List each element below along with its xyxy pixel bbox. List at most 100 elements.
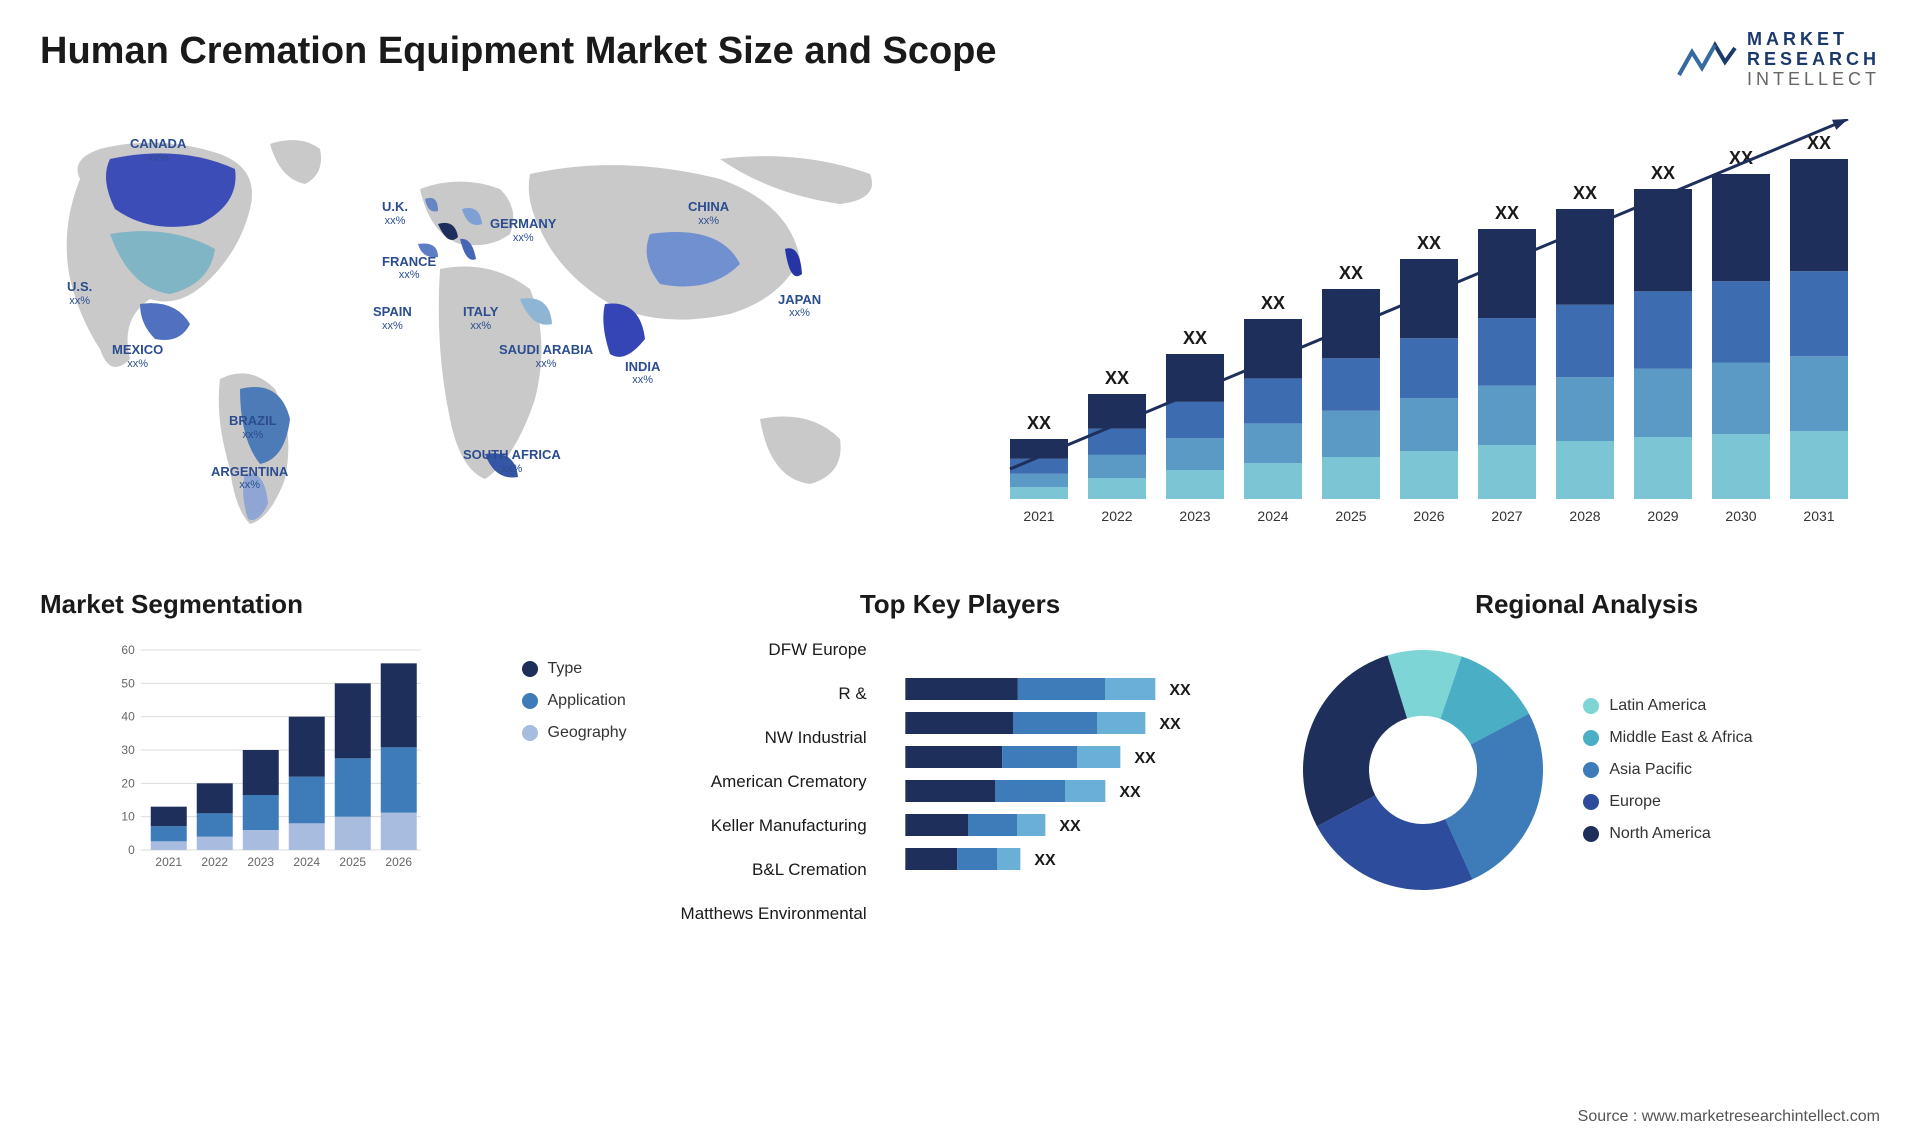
legend-dot — [522, 661, 538, 677]
world-map-panel: CANADAxx%U.S.xx%MEXICOxx%BRAZILxx%ARGENT… — [40, 119, 940, 539]
svg-text:2022: 2022 — [1101, 508, 1132, 524]
legend-item: Asia Pacific — [1583, 761, 1752, 779]
svg-text:XX: XX — [1339, 263, 1363, 283]
svg-text:XX: XX — [1134, 750, 1156, 767]
segmentation-panel: Market Segmentation 0102030405060 202120… — [40, 589, 627, 938]
svg-text:XX: XX — [1573, 183, 1597, 203]
top-section: CANADAxx%U.S.xx%MEXICOxx%BRAZILxx%ARGENT… — [40, 119, 1880, 539]
svg-text:XX: XX — [1027, 413, 1051, 433]
svg-text:2025: 2025 — [339, 855, 366, 869]
svg-text:40: 40 — [121, 710, 135, 724]
svg-text:XX: XX — [1105, 368, 1129, 388]
svg-text:2024: 2024 — [1257, 508, 1288, 524]
players-title: Top Key Players — [667, 589, 1254, 620]
svg-text:2027: 2027 — [1491, 508, 1522, 524]
svg-text:XX: XX — [1059, 818, 1081, 835]
legend-label: Application — [548, 692, 626, 710]
legend-label: Geography — [548, 724, 627, 742]
svg-text:XX: XX — [1119, 784, 1141, 801]
header: Human Cremation Equipment Market Size an… — [40, 30, 1880, 89]
map-label-argentina: ARGENTINAxx% — [211, 464, 288, 493]
svg-text:2024: 2024 — [293, 855, 320, 869]
player-label: DFW Europe — [667, 640, 867, 674]
svg-text:2031: 2031 — [1803, 508, 1834, 524]
legend-item: Europe — [1583, 793, 1752, 811]
svg-text:30: 30 — [121, 743, 135, 757]
legend-label: Middle East & Africa — [1609, 729, 1752, 747]
svg-text:60: 60 — [121, 643, 135, 657]
svg-text:XX: XX — [1651, 163, 1675, 183]
legend-label: Type — [548, 660, 583, 678]
svg-text:2026: 2026 — [385, 855, 412, 869]
svg-text:XX: XX — [1159, 716, 1181, 733]
legend-dot — [1583, 794, 1599, 810]
legend-dot — [1583, 730, 1599, 746]
source-attribution: Source : www.marketresearchintellect.com — [1578, 1108, 1880, 1126]
map-label-canada: CANADAxx% — [130, 136, 186, 165]
legend-dot — [522, 693, 538, 709]
legend-item: Latin America — [1583, 697, 1752, 715]
segmentation-chart: 0102030405060 202120222023202420252026 — [40, 640, 502, 880]
legend-item: Application — [522, 692, 627, 710]
svg-text:10: 10 — [121, 810, 135, 824]
legend-dot — [1583, 762, 1599, 778]
map-label-china: CHINAxx% — [688, 199, 729, 228]
player-label: NW Industrial — [667, 728, 867, 762]
legend-item: Middle East & Africa — [1583, 729, 1752, 747]
player-label: Matthews Environmental — [667, 904, 867, 938]
bottom-section: Market Segmentation 0102030405060 202120… — [40, 589, 1880, 938]
logo-text: MARKET RESEARCH INTELLECT — [1747, 30, 1880, 89]
svg-text:2025: 2025 — [1335, 508, 1366, 524]
players-chart: XXXXXXXXXXXX — [877, 640, 1254, 880]
map-label-saudiarabia: SAUDI ARABIAxx% — [499, 342, 593, 371]
logo-line1: MARKET — [1747, 30, 1880, 50]
segmentation-title: Market Segmentation — [40, 589, 627, 620]
legend-label: North America — [1609, 825, 1710, 843]
svg-text:50: 50 — [121, 677, 135, 691]
map-label-us: U.S.xx% — [67, 279, 92, 308]
player-label: R & — [667, 684, 867, 718]
svg-text:2030: 2030 — [1725, 508, 1756, 524]
logo-icon — [1677, 40, 1737, 80]
forecast-chart: XXXXXXXXXXXXXXXXXXXXXX 20212022202320242… — [980, 119, 1880, 539]
players-panel: Top Key Players DFW Europe R & NW Industri… — [667, 589, 1254, 938]
svg-text:XX: XX — [1034, 852, 1056, 869]
logo-line2: RESEARCH — [1747, 50, 1880, 70]
legend-label: Europe — [1609, 793, 1661, 811]
legend-label: Asia Pacific — [1609, 761, 1692, 779]
svg-text:XX: XX — [1495, 203, 1519, 223]
map-label-germany: GERMANYxx% — [490, 216, 556, 245]
logo-line3: INTELLECT — [1747, 70, 1880, 90]
svg-text:2023: 2023 — [247, 855, 274, 869]
regional-legend: Latin America Middle East & Africa Asia Pa… — [1583, 697, 1752, 843]
logo: MARKET RESEARCH INTELLECT — [1677, 30, 1880, 89]
page-title: Human Cremation Equipment Market Size an… — [40, 30, 997, 73]
player-label: American Crematory — [667, 772, 867, 806]
svg-text:XX: XX — [1261, 293, 1285, 313]
svg-text:20: 20 — [121, 777, 135, 791]
svg-text:2029: 2029 — [1647, 508, 1678, 524]
map-label-japan: JAPANxx% — [778, 292, 821, 321]
forecast-svg: XXXXXXXXXXXXXXXXXXXXXX 20212022202320242… — [980, 119, 1880, 539]
map-label-uk: U.K.xx% — [382, 199, 408, 228]
map-label-mexico: MEXICOxx% — [112, 342, 163, 371]
legend-item: North America — [1583, 825, 1752, 843]
svg-text:XX: XX — [1169, 682, 1191, 699]
legend-dot — [522, 725, 538, 741]
legend-item: Geography — [522, 724, 627, 742]
svg-text:2023: 2023 — [1179, 508, 1210, 524]
regional-title: Regional Analysis — [1293, 589, 1880, 620]
regional-panel: Regional Analysis Latin America Middle Ea… — [1293, 589, 1880, 938]
legend-dot — [1583, 698, 1599, 714]
svg-text:XX: XX — [1183, 328, 1207, 348]
svg-text:2022: 2022 — [201, 855, 228, 869]
player-label: Keller Manufacturing — [667, 816, 867, 850]
map-label-spain: SPAINxx% — [373, 304, 412, 333]
segmentation-legend: Type Application Geography — [522, 640, 627, 880]
map-label-southafrica: SOUTH AFRICAxx% — [463, 447, 561, 476]
map-label-italy: ITALYxx% — [463, 304, 498, 333]
players-labels: DFW Europe R & NW Industrial American Crema… — [667, 640, 867, 938]
map-label-france: FRANCExx% — [382, 254, 436, 283]
legend-item: Type — [522, 660, 627, 678]
legend-dot — [1583, 826, 1599, 842]
